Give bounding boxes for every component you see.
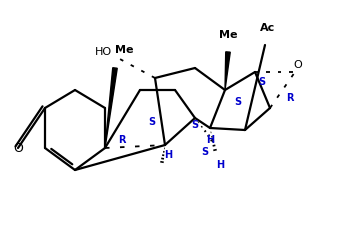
Text: HO: HO (95, 47, 112, 57)
Polygon shape (225, 52, 230, 90)
Text: H: H (216, 160, 224, 170)
Text: S: S (149, 117, 156, 127)
Text: Me: Me (219, 30, 237, 40)
Text: R: R (118, 135, 126, 145)
Text: Ac: Ac (260, 23, 276, 33)
Text: O: O (13, 141, 23, 154)
Text: S: S (191, 120, 198, 130)
Text: S: S (258, 77, 266, 87)
Text: S: S (235, 97, 242, 107)
Text: Me: Me (115, 45, 134, 55)
Text: O: O (293, 60, 302, 70)
Text: R: R (286, 93, 294, 103)
Text: H: H (206, 135, 214, 145)
Polygon shape (105, 68, 117, 148)
Text: S: S (201, 147, 208, 157)
Text: H: H (164, 150, 172, 160)
